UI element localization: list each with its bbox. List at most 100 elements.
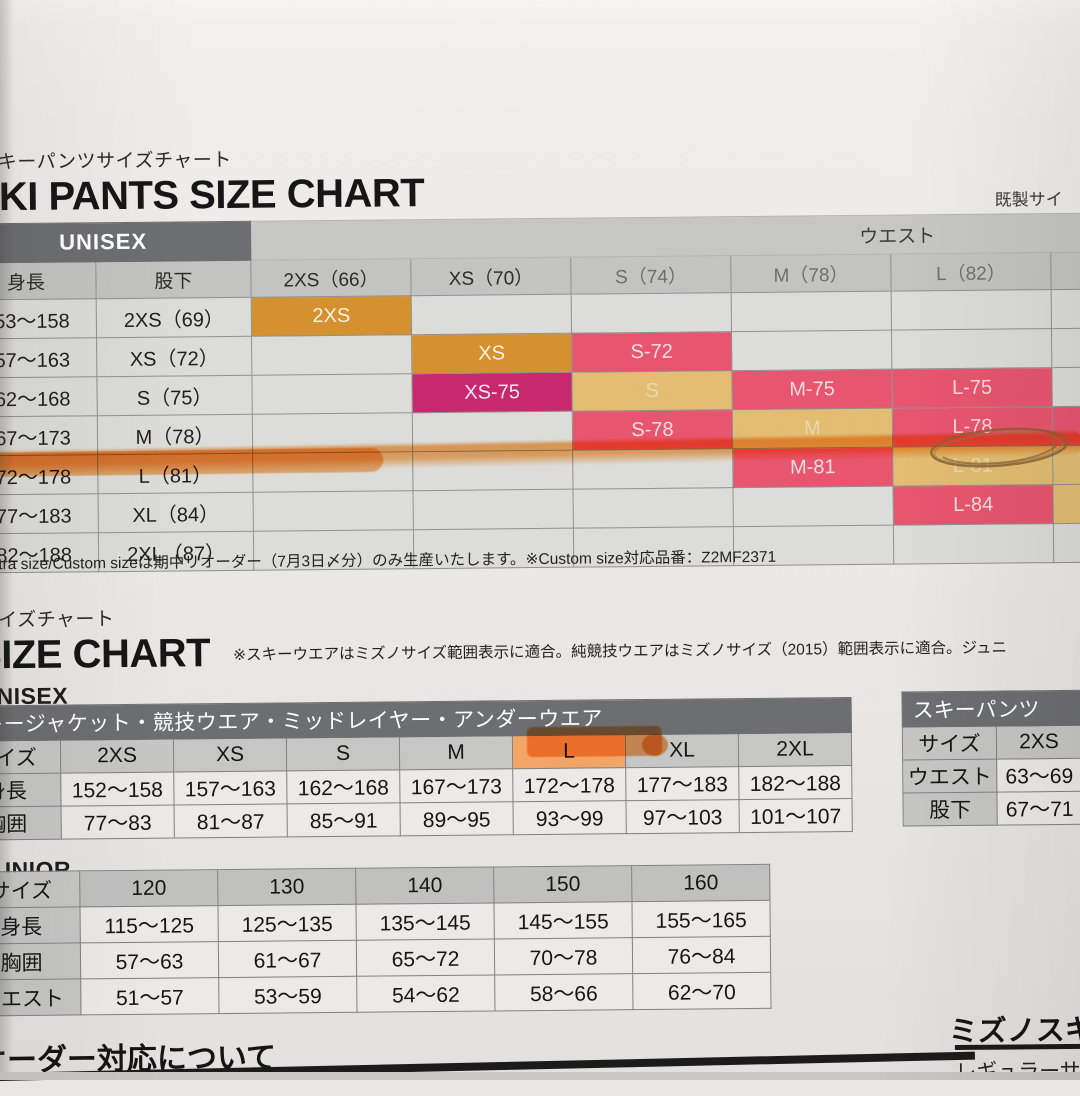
size-cell-overflow (1052, 406, 1080, 446)
jacket-size-m: M (399, 735, 513, 770)
ski-pants-mini-table: スキーパンツ サイズ 2XS ウエスト 63〜69 股下 67〜71 (901, 690, 1080, 827)
jacket-chest-value: 101〜107 (739, 798, 853, 833)
row-inseam: XS（72） (96, 336, 252, 377)
junior-size-150: 150 (493, 865, 632, 903)
junior-size-table: サイズ 120 130 140 150 160 身長 115〜125 125〜1… (0, 864, 772, 1017)
size-cell-empty (733, 486, 894, 527)
junior-height-value: 135〜145 (355, 902, 495, 941)
row-height: 153〜158 (0, 298, 97, 340)
row-inseam: M（78） (97, 414, 253, 455)
ski-pants-size-table: UNISEX ウエスト 身長 股下 2XS（66） XS（70） S（74） M… (0, 213, 1080, 574)
junior-chest-value: 61〜67 (218, 940, 357, 978)
row-inseam: XL（84） (98, 492, 254, 533)
col-header-height: 身長 (0, 261, 97, 301)
size-cell-overflow (1053, 484, 1080, 524)
size-cell-empty (251, 334, 412, 376)
mini-size-2xs: 2XS (996, 725, 1080, 760)
col-header-m: M（78） (730, 254, 892, 293)
col-header-xs: XS（70） (410, 257, 572, 296)
size-cell-empty (731, 330, 892, 371)
jacket-height-value: 157〜163 (173, 770, 288, 806)
jacket-chest-value: 77〜83 (61, 805, 175, 840)
jacket-chest-value: 89〜95 (400, 801, 514, 836)
junior-chest-value: 70〜78 (494, 937, 633, 975)
jacket-size-s: S (286, 736, 400, 771)
size-cell-empty (572, 448, 734, 490)
jacket-size-l: L (512, 734, 626, 769)
junior-size-140: 140 (355, 866, 494, 905)
junior-chest-value: 65〜72 (356, 938, 495, 977)
size-cell-2xs: 2XS (251, 295, 412, 337)
jacket-size-2xl: 2XL (738, 732, 852, 767)
row-height: 167〜173 (0, 415, 98, 457)
size-cell-empty (1051, 289, 1080, 329)
pants-kana-title: スキーパンツサイズチャート (0, 149, 232, 174)
junior-waist-value: 62〜70 (632, 972, 772, 1010)
size-cell-overflow (1052, 445, 1080, 485)
size-cell-empty (573, 487, 734, 529)
size-cell-empty (1051, 328, 1080, 368)
junior-chest-value: 57〜63 (80, 941, 219, 979)
size-cell-empty (1053, 523, 1080, 563)
jacket-height-value: 167〜173 (399, 768, 514, 803)
size-cell-empty (891, 328, 1052, 370)
size-cell-xs75: XS-75 (411, 372, 573, 413)
jacket-height-value: 152〜158 (60, 772, 175, 807)
junior-height-value: 115〜125 (80, 905, 219, 943)
band-unisex: UNISEX (0, 221, 251, 264)
jacket-size-xs: XS (173, 737, 287, 773)
size-cell-empty (252, 451, 414, 493)
row-label-size: サイズ (902, 726, 997, 761)
jacket-size-xl: XL (625, 733, 739, 768)
size-cell-empty (412, 450, 574, 491)
right-divider-rule (954, 1043, 1080, 1051)
row-height: 157〜163 (0, 337, 97, 379)
size-cell-l75: L-75 (891, 367, 1053, 409)
junior-height-value: 145〜155 (493, 901, 633, 939)
row-label-waist: ウエスト (902, 759, 998, 794)
junior-chest-value: 76〜84 (632, 936, 771, 974)
size-cell-empty (251, 373, 413, 415)
size-kana-title: サイズチャート (0, 609, 115, 632)
junior-height-value: 155〜165 (631, 900, 771, 938)
size-chart-title: SIZE CHART (0, 631, 211, 678)
ready-made-size-label: 既製サイ (994, 189, 1063, 210)
junior-size-160: 160 (631, 864, 770, 902)
jacket-size-2xs: 2XS (60, 739, 174, 774)
size-cell-empty (412, 411, 573, 452)
page-top-edge (0, 0, 1080, 26)
size-cell-l81: L-81 (892, 445, 1054, 487)
row-height: 177〜183 (0, 493, 99, 535)
mini-title-row: スキーパンツ (901, 690, 1080, 728)
row-inseam: 2XS（69） (96, 297, 252, 338)
regular-size-label: レギュラーサイズ (955, 1054, 1080, 1086)
size-cell-empty (413, 489, 574, 530)
junior-size-120: 120 (79, 869, 218, 907)
size-cell-s72: S-72 (571, 331, 732, 373)
size-cell-m81: M-81 (732, 447, 894, 488)
row-height: 162〜168 (0, 376, 98, 418)
junior-height-value: 125〜135 (217, 904, 357, 942)
col-header-overflow (1050, 252, 1080, 290)
jacket-height-value: 182〜188 (738, 765, 852, 800)
size-cell-xs: XS (411, 333, 572, 374)
size-cell-s78: S-78 (572, 409, 733, 451)
size-cell-m: M (732, 408, 893, 449)
size-cell-empty (1051, 367, 1080, 407)
junior-waist-value: 58〜66 (494, 973, 634, 1011)
row-inseam: S（75） (96, 375, 253, 416)
junior-waist-value: 51〜57 (80, 977, 220, 1015)
size-cell-empty (571, 292, 732, 334)
junior-waist-value: 54〜62 (356, 974, 496, 1013)
size-cell-empty (891, 289, 1052, 331)
size-cell-empty (893, 523, 1054, 565)
col-header-inseam: 股下 (95, 260, 252, 299)
junior-size-130: 130 (217, 868, 356, 906)
jacket-chest-value: 85〜91 (287, 802, 401, 837)
size-cell-l84: L-84 (893, 484, 1054, 526)
row-height: 172〜178 (0, 454, 99, 496)
mini-inseam-value: 67〜71 (997, 791, 1080, 826)
junior-waist-value: 53〜59 (218, 976, 358, 1014)
mini-size-row: サイズ 2XS (902, 725, 1080, 761)
